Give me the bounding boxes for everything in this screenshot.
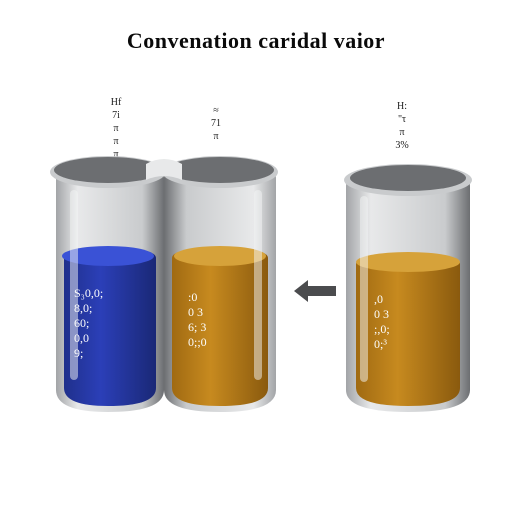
- liquid-label-amber-2: ,0 0 3 ;,0; 0;³: [374, 292, 444, 352]
- top-label-right: H: "τ π 3%: [372, 100, 432, 152]
- beaker-pair-svg: [46, 150, 286, 420]
- diagram-canvas: Convenation caridal vaior Hf 7i π π π ≈ …: [0, 0, 512, 512]
- arrow-left-icon: [294, 280, 336, 307]
- liquid-label-blue: S₃0,0; 8,0; 60; 0,0 9;: [74, 286, 144, 361]
- liquid-label-amber-1: :0 0 3 6; 3 0;;0: [188, 290, 258, 350]
- beaker-pair-left: S₃0,0; 8,0; 60; 0,0 9; :0 0 3 6; 3 0;;0: [46, 150, 286, 425]
- page-title: Convenation caridal vaior: [0, 28, 512, 54]
- beaker-right: ,0 0 3 ;,0; 0;³: [338, 160, 478, 425]
- top-label-middle: ≈ 71 π: [186, 104, 246, 143]
- beaker-right-svg: [338, 160, 478, 420]
